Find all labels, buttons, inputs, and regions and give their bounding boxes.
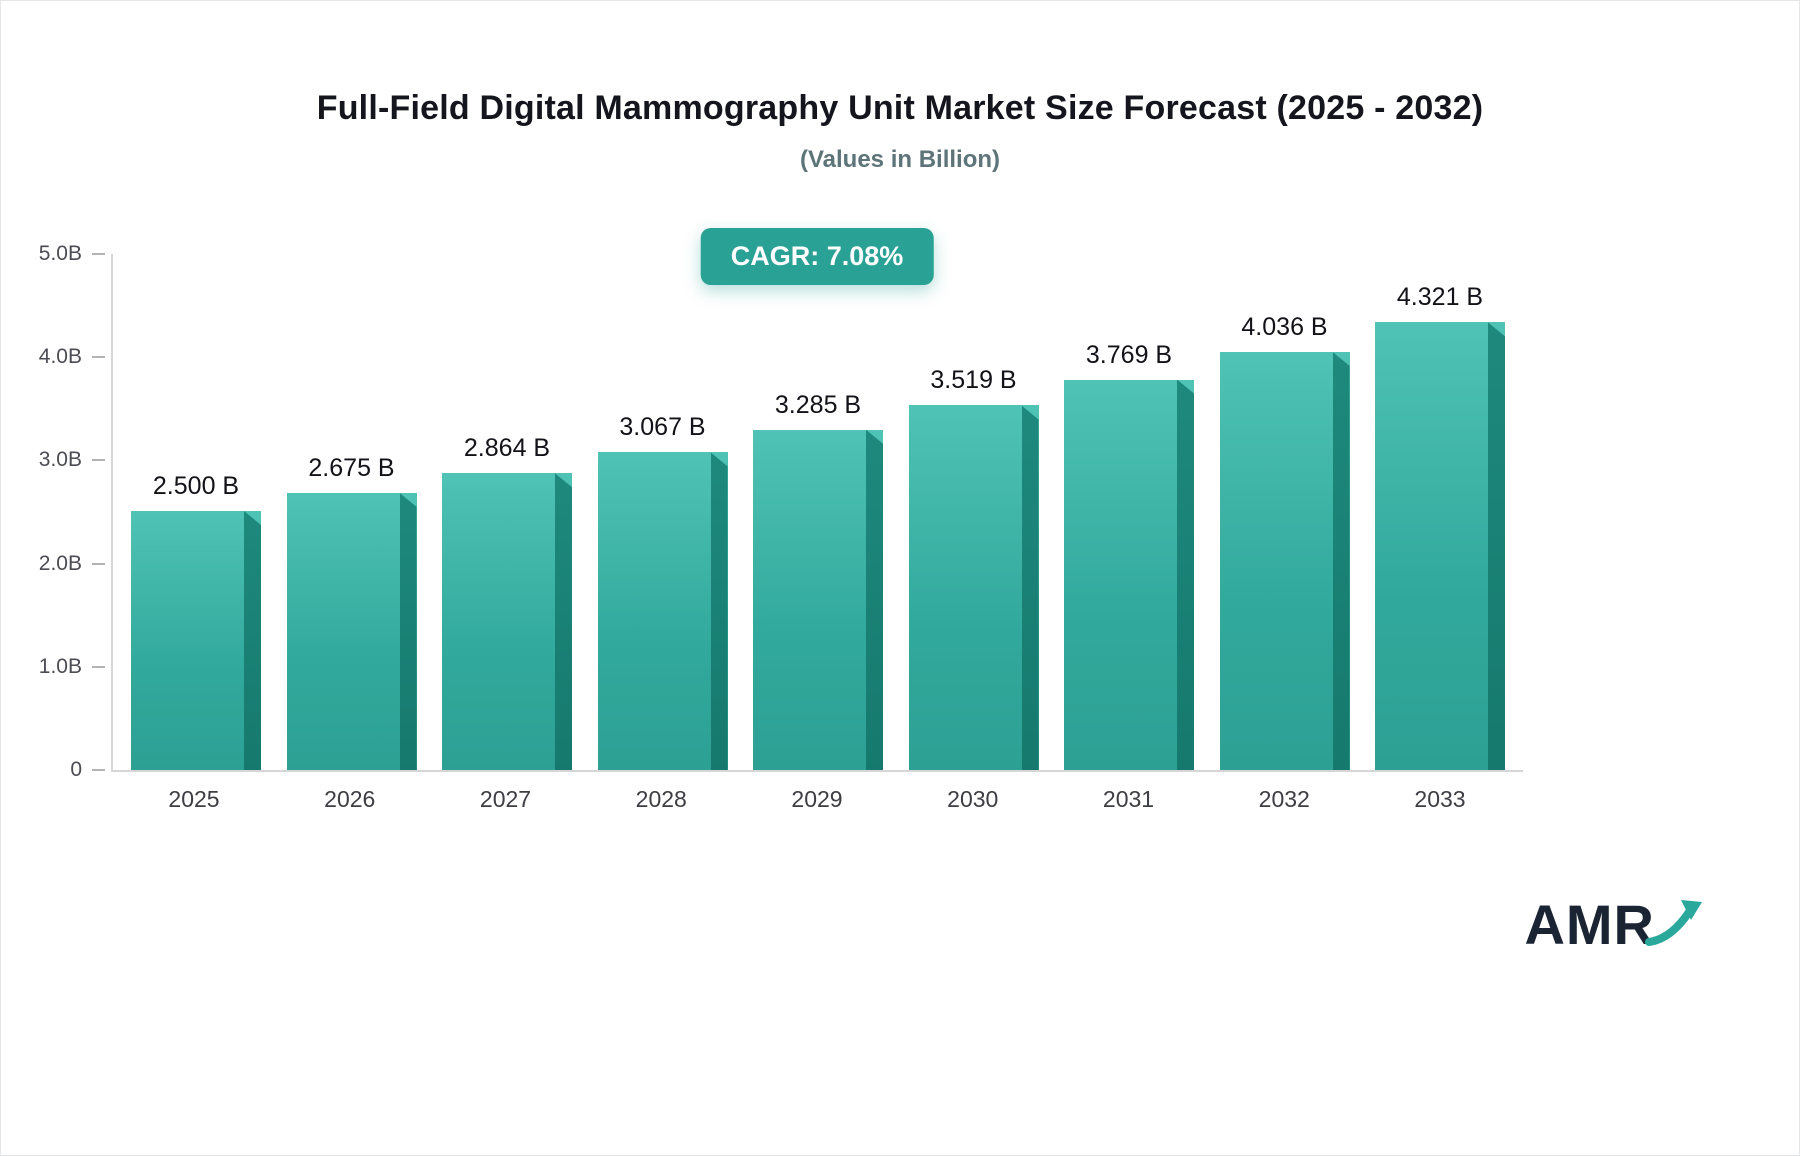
- bar-side-face: [866, 429, 883, 770]
- y-tick-label: 0: [70, 758, 82, 781]
- y-tick: 1.0B: [36, 655, 105, 679]
- bar-group: 2.675 B: [286, 453, 417, 770]
- bar-value-label: 2.864 B: [463, 434, 551, 463]
- bar-group: 2.864 B: [442, 434, 572, 770]
- bar-group: 3.519 B: [908, 366, 1039, 770]
- y-tick: 0: [36, 758, 105, 782]
- growth-arrow-icon: [1645, 900, 1702, 946]
- y-tick-dash: [92, 769, 105, 771]
- bar-group: 4.036 B: [1219, 312, 1350, 770]
- y-tick-dash: [92, 356, 105, 359]
- bar-side-face: [555, 473, 572, 770]
- bar-side-face: [244, 511, 261, 770]
- y-tick-dash: [92, 459, 105, 462]
- bar: [1064, 379, 1194, 770]
- bar: [908, 405, 1039, 770]
- x-tick-label: 2030: [947, 786, 999, 812]
- bar-group: 2.500 B: [131, 472, 261, 770]
- bar-value-label: 3.769 B: [1085, 340, 1173, 369]
- x-tick-label: 2032: [1258, 786, 1310, 812]
- x-axis-labels: 2025 2026 2027 2028 2029 2030 2031 2032 2033: [111, 786, 1523, 813]
- y-tick-label: 2.0B: [38, 551, 82, 575]
- chart-subtitle: (Values in Billion): [799, 146, 1001, 173]
- x-tick-label: 2028: [635, 786, 687, 812]
- bar: [286, 492, 417, 770]
- bar-side-face: [710, 452, 728, 770]
- x-tick-label: 2025: [168, 786, 220, 812]
- y-tick: 3.0B: [36, 448, 105, 472]
- plot-area: 2.500 B 2.675 B 2.864 B 3.067 B 3.285 B 3.519…: [39, 242, 1523, 781]
- amr-logo-text: AMR: [1524, 893, 1655, 956]
- bar: [753, 429, 883, 770]
- cagr-badge: CAGR: 7.08%: [700, 228, 934, 285]
- bar-value-label: 3.519 B: [930, 366, 1017, 395]
- bar: [442, 473, 572, 770]
- bar-value-label: 3.067 B: [619, 413, 706, 442]
- bars-row: 2.500 B 2.675 B 2.864 B 3.067 B 3.285 B 3.519…: [113, 254, 1523, 770]
- x-tick-label: 2031: [1102, 786, 1155, 812]
- y-tick: 5.0B: [36, 242, 105, 266]
- bar-value-label: 4.036 B: [1241, 312, 1328, 341]
- amr-logo: AMR: [1524, 897, 1703, 953]
- y-tick-label: 3.0B: [38, 448, 82, 472]
- chart-area: CAGR: 7.08% 2.500 B 2.675 B 2.864 B 3.067 B…: [39, 228, 1523, 813]
- y-tick-dash: [92, 665, 105, 668]
- y-tick-dash: [92, 253, 105, 255]
- bar-side-face: [1177, 379, 1194, 770]
- bar: [1219, 351, 1350, 770]
- bar-side-face: [1332, 351, 1350, 770]
- x-tick-label: 2033: [1414, 786, 1466, 812]
- bar-group: 3.285 B: [753, 391, 883, 770]
- bar: [1375, 322, 1505, 770]
- bar-group: 3.769 B: [1064, 341, 1194, 770]
- bar-group: 3.067 B: [597, 413, 728, 770]
- bar: [131, 511, 261, 770]
- chart-title: Full-Field Digital Mammography Unit Mark…: [316, 89, 1484, 127]
- y-tick-label: 4.0B: [38, 345, 82, 369]
- bar-value-label: 2.500 B: [152, 472, 240, 500]
- x-tick-label: 2027: [479, 786, 532, 812]
- bar-side-face: [1488, 322, 1505, 770]
- x-tick-label: 2029: [791, 786, 843, 812]
- bar-group: 4.321 B: [1375, 283, 1505, 770]
- y-tick-label: 1.0B: [38, 654, 82, 678]
- bar: [597, 452, 728, 770]
- bar-side-face: [1021, 405, 1039, 770]
- x-tick-label: 2026: [324, 786, 376, 812]
- y-tick: 4.0B: [36, 345, 105, 369]
- y-tick-dash: [92, 562, 105, 565]
- y-tick: 2.0B: [36, 552, 105, 576]
- y-tick-label: 5.0B: [38, 242, 82, 265]
- bar-value-label: 4.321 B: [1396, 283, 1484, 312]
- bar-side-face: [399, 492, 417, 770]
- bar-value-label: 2.675 B: [308, 453, 395, 482]
- bar-value-label: 3.285 B: [774, 390, 862, 419]
